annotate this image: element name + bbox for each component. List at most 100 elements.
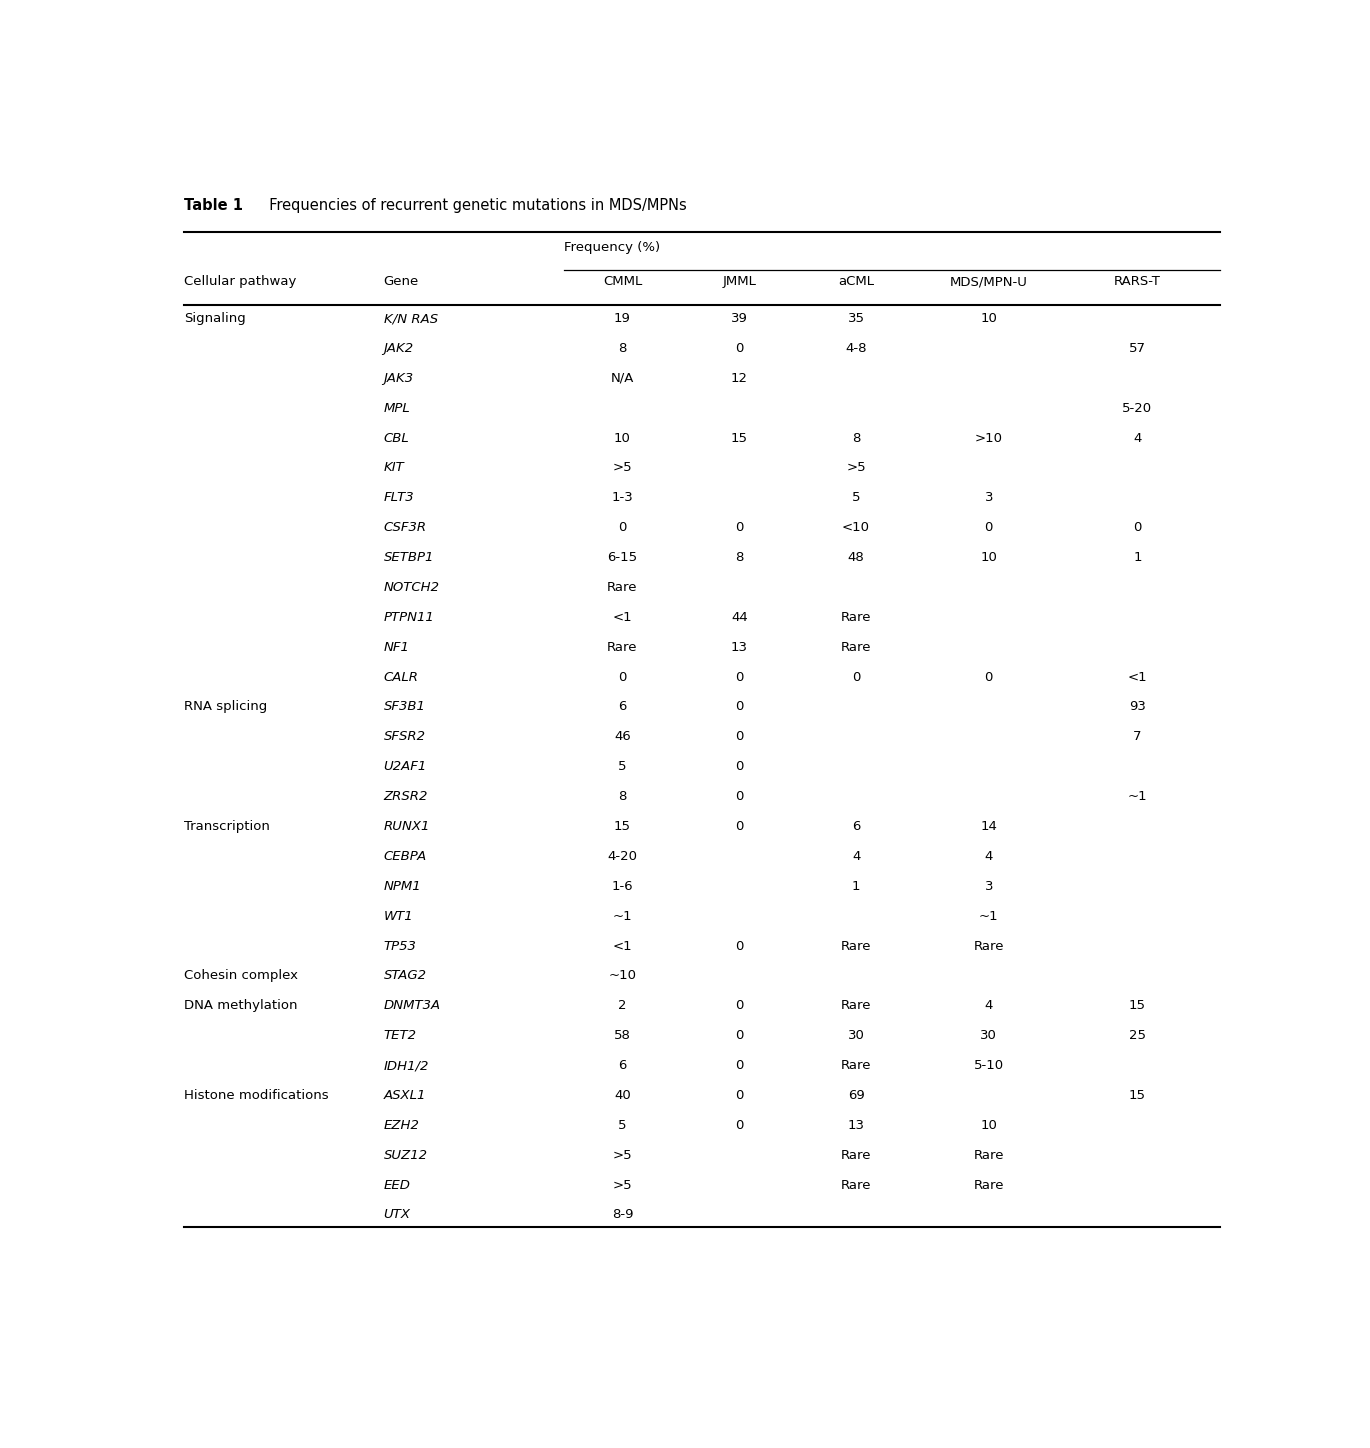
- Text: 1-3: 1-3: [611, 491, 633, 504]
- Text: 0: 0: [618, 521, 626, 534]
- Text: EZH2: EZH2: [384, 1119, 419, 1132]
- Text: 0: 0: [736, 1030, 744, 1043]
- Text: Cohesin complex: Cohesin complex: [184, 969, 299, 982]
- Text: 12: 12: [730, 372, 748, 385]
- Text: JAK2: JAK2: [384, 342, 414, 355]
- Text: 0: 0: [736, 1089, 744, 1102]
- Text: 8: 8: [736, 552, 744, 565]
- Text: NOTCH2: NOTCH2: [384, 581, 440, 594]
- Text: 4: 4: [1133, 432, 1141, 445]
- Text: 1: 1: [1133, 552, 1141, 565]
- Text: 1-6: 1-6: [611, 880, 633, 893]
- Text: NPM1: NPM1: [384, 880, 421, 893]
- Text: DNMT3A: DNMT3A: [384, 999, 441, 1012]
- Text: >5: >5: [612, 1179, 633, 1192]
- Text: 46: 46: [614, 730, 630, 743]
- Text: Rare: Rare: [607, 581, 638, 594]
- Text: Rare: Rare: [841, 1148, 871, 1161]
- Text: 10: 10: [981, 311, 997, 324]
- Text: TET2: TET2: [384, 1030, 416, 1043]
- Text: 0: 0: [736, 999, 744, 1012]
- Text: 0: 0: [736, 342, 744, 355]
- Text: ~1: ~1: [980, 909, 999, 922]
- Text: SF3B1: SF3B1: [384, 701, 426, 714]
- Text: ZRSR2: ZRSR2: [384, 791, 427, 804]
- Text: 15: 15: [1129, 1089, 1145, 1102]
- Text: 30: 30: [848, 1030, 864, 1043]
- Text: 13: 13: [730, 640, 748, 653]
- Text: JAK3: JAK3: [384, 372, 414, 385]
- Text: Gene: Gene: [384, 275, 419, 288]
- Text: SUZ12: SUZ12: [384, 1148, 427, 1161]
- Text: ~1: ~1: [1128, 791, 1147, 804]
- Text: 69: 69: [848, 1089, 864, 1102]
- Text: 0: 0: [736, 791, 744, 804]
- Text: Histone modifications: Histone modifications: [184, 1089, 329, 1102]
- Text: CALR: CALR: [384, 670, 419, 683]
- Text: NF1: NF1: [384, 640, 410, 653]
- Text: 39: 39: [730, 311, 748, 324]
- Text: K/N RAS: K/N RAS: [384, 311, 438, 324]
- Text: Rare: Rare: [841, 611, 871, 624]
- Text: MDS/MPN-U: MDS/MPN-U: [949, 275, 1028, 288]
- Text: 15: 15: [730, 432, 748, 445]
- Text: DNA methylation: DNA methylation: [184, 999, 297, 1012]
- Text: <1: <1: [1128, 670, 1147, 683]
- Text: 7: 7: [1133, 730, 1141, 743]
- Text: 5-20: 5-20: [1122, 401, 1152, 414]
- Text: Rare: Rare: [841, 1058, 871, 1072]
- Text: 8: 8: [618, 342, 626, 355]
- Text: 10: 10: [981, 1119, 997, 1132]
- Text: IDH1/2: IDH1/2: [384, 1058, 429, 1072]
- Text: <1: <1: [612, 940, 633, 953]
- Text: RUNX1: RUNX1: [384, 820, 430, 833]
- Text: 44: 44: [732, 611, 748, 624]
- Text: <10: <10: [843, 521, 870, 534]
- Text: TP53: TP53: [384, 940, 416, 953]
- Text: 58: 58: [614, 1030, 632, 1043]
- Text: 8-9: 8-9: [612, 1209, 633, 1222]
- Text: 5: 5: [618, 760, 626, 773]
- Text: 30: 30: [981, 1030, 997, 1043]
- Text: 6: 6: [618, 701, 626, 714]
- Text: 5: 5: [618, 1119, 626, 1132]
- Text: Rare: Rare: [974, 1179, 1004, 1192]
- Text: Signaling: Signaling: [184, 311, 245, 324]
- Text: 0: 0: [736, 521, 744, 534]
- Text: Rare: Rare: [841, 940, 871, 953]
- Text: U2AF1: U2AF1: [384, 760, 427, 773]
- Text: 13: 13: [848, 1119, 864, 1132]
- Text: CBL: CBL: [384, 432, 410, 445]
- Text: 0: 0: [736, 820, 744, 833]
- Text: EED: EED: [384, 1179, 411, 1192]
- Text: 0: 0: [985, 670, 993, 683]
- Text: 8: 8: [618, 791, 626, 804]
- Text: 5-10: 5-10: [974, 1058, 1004, 1072]
- Text: >5: >5: [612, 462, 633, 475]
- Text: <1: <1: [612, 611, 633, 624]
- Text: 19: 19: [614, 311, 632, 324]
- Text: 4-8: 4-8: [845, 342, 867, 355]
- Text: 6-15: 6-15: [607, 552, 637, 565]
- Text: 0: 0: [985, 521, 993, 534]
- Text: ASXL1: ASXL1: [384, 1089, 426, 1102]
- Text: CMML: CMML: [603, 275, 643, 288]
- Text: ~1: ~1: [612, 909, 633, 922]
- Text: 0: 0: [852, 670, 860, 683]
- Text: Table 1: Table 1: [184, 198, 242, 213]
- Text: WT1: WT1: [384, 909, 414, 922]
- Text: Rare: Rare: [607, 640, 638, 653]
- Text: PTPN11: PTPN11: [384, 611, 434, 624]
- Text: 15: 15: [614, 820, 632, 833]
- Text: 1: 1: [852, 880, 860, 893]
- Text: >5: >5: [847, 462, 866, 475]
- Text: SETBP1: SETBP1: [384, 552, 434, 565]
- Text: 3: 3: [985, 880, 993, 893]
- Text: 14: 14: [981, 820, 997, 833]
- Text: 6: 6: [852, 820, 860, 833]
- Text: 0: 0: [736, 670, 744, 683]
- Text: 4-20: 4-20: [607, 850, 637, 863]
- Text: 0: 0: [736, 1058, 744, 1072]
- Text: FLT3: FLT3: [384, 491, 414, 504]
- Text: 0: 0: [736, 701, 744, 714]
